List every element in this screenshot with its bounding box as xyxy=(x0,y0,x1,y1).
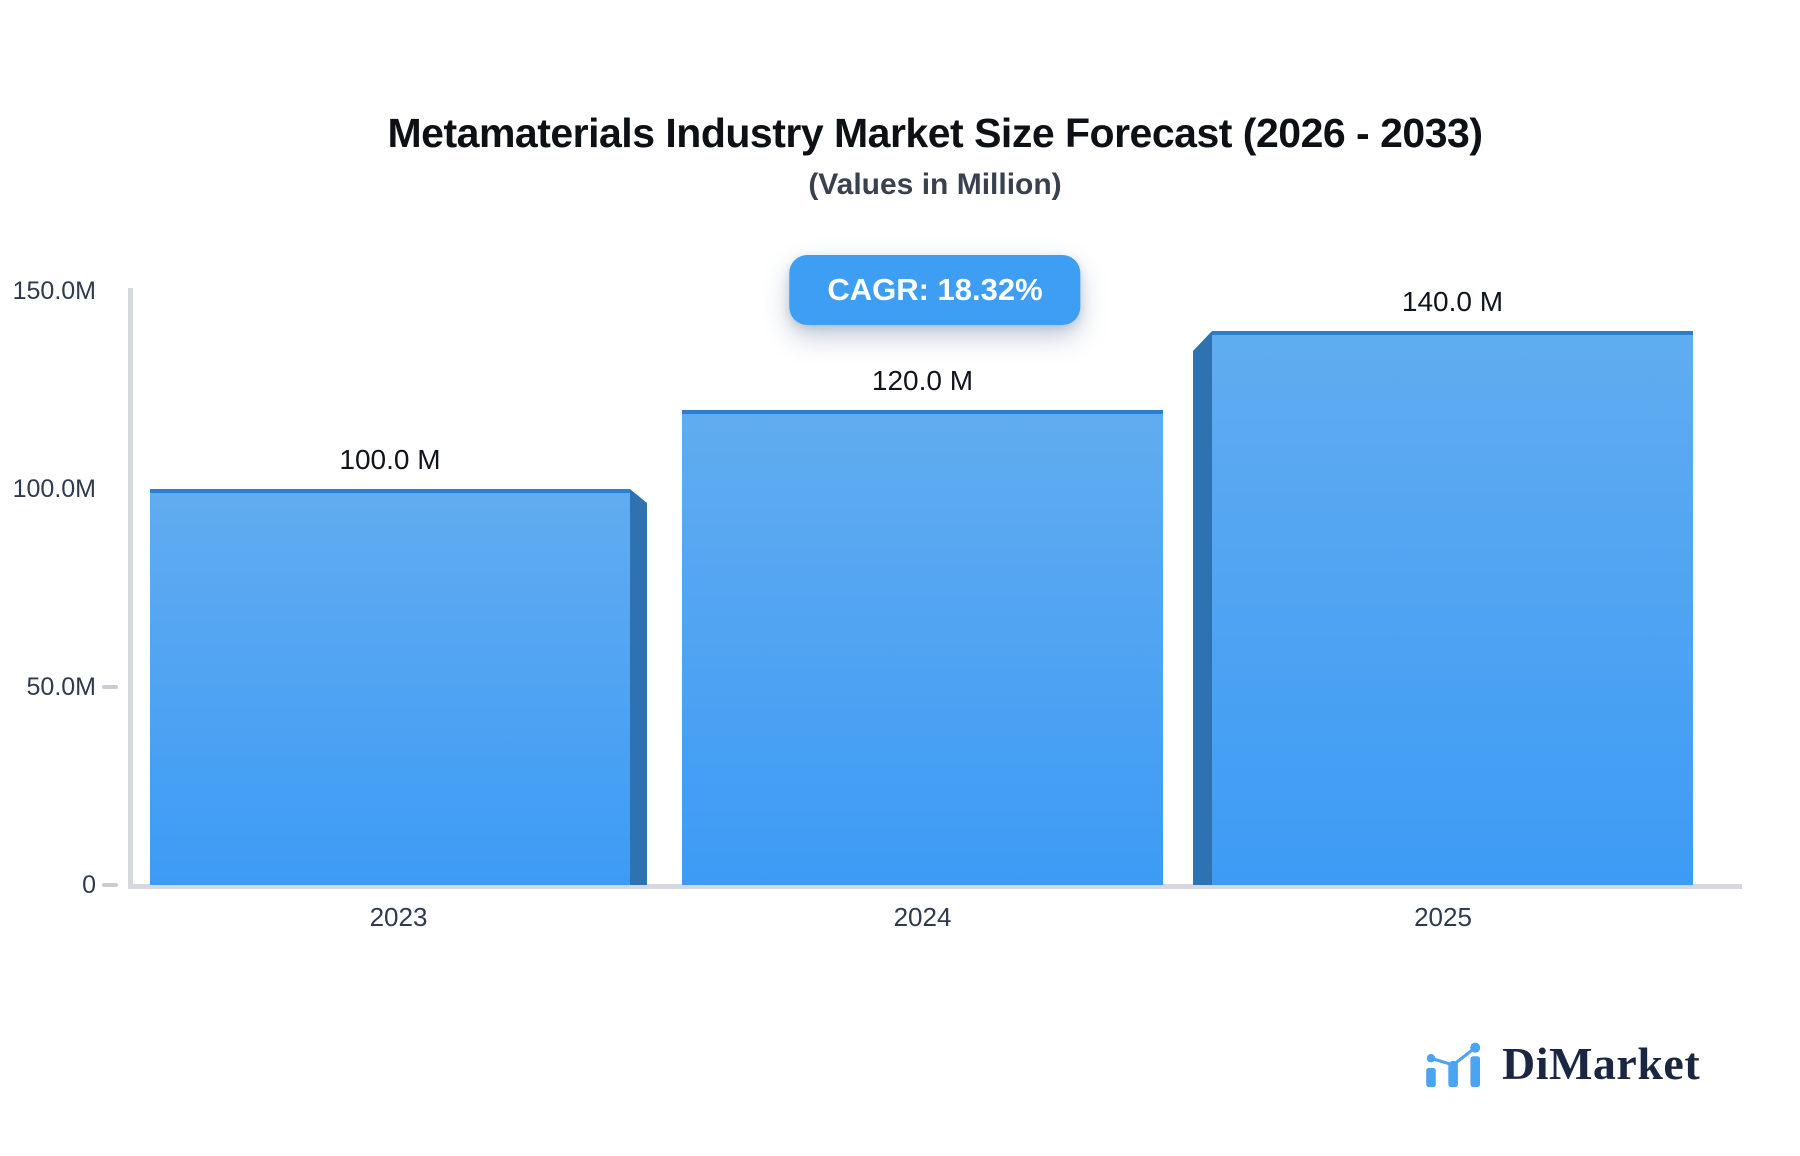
x-axis-baseline xyxy=(128,884,1742,889)
bar-2024 xyxy=(682,410,1163,885)
brand-logo-text: DiMarket xyxy=(1502,1038,1701,1089)
y-axis-label: 150.0M xyxy=(12,277,96,305)
cagr-badge-label: CAGR: 18.32% xyxy=(827,272,1043,307)
bar-value-label: 120.0 M xyxy=(871,365,974,396)
x-axis-label: 2023 xyxy=(369,902,428,932)
chart-subtitle: (Values in Million) xyxy=(808,168,1062,201)
y-axis-label: 0 xyxy=(82,871,96,899)
y-axis-label: 50.0M xyxy=(26,673,96,701)
y-axis-line xyxy=(128,288,133,888)
y-axis-label: 100.0M xyxy=(12,475,96,503)
brand-logo: DiMarket xyxy=(1423,1038,1700,1090)
y-axis-tick xyxy=(102,883,118,887)
bar-2023 xyxy=(150,489,630,885)
bar-value-label: 100.0 M xyxy=(339,444,441,475)
y-axis-tick xyxy=(102,685,118,689)
x-axis-label: 2024 xyxy=(893,902,952,932)
cagr-badge: CAGR: 18.32% xyxy=(789,255,1081,325)
chart-title: Metamaterials Industry Market Size Forec… xyxy=(387,110,1483,156)
bar-value-label: 140.0 M xyxy=(1401,286,1504,317)
x-axis-label: 2025 xyxy=(1414,902,1472,932)
bar-2023-side-face xyxy=(630,489,647,885)
mini-bar-line-chart-icon xyxy=(1426,1042,1481,1088)
bar-2025 xyxy=(1212,331,1693,885)
bar-2025-side-face xyxy=(1193,331,1212,885)
